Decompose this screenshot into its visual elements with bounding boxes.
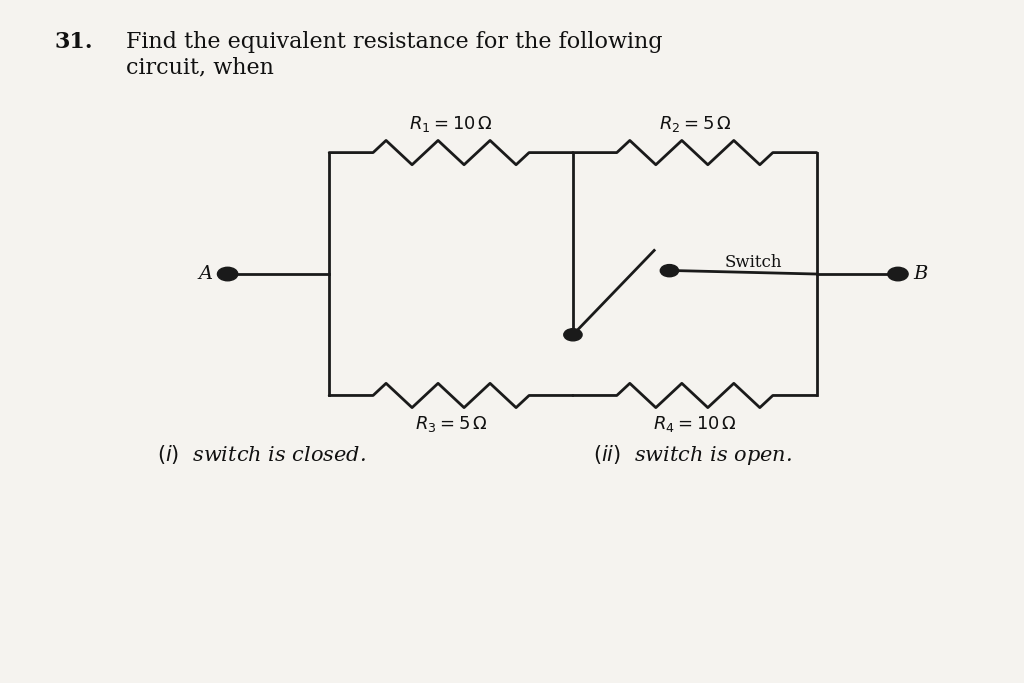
Text: $(ii)$  switch is open.: $(ii)$ switch is open. xyxy=(593,443,793,466)
Text: $R_2 = 5\,\Omega$: $R_2 = 5\,\Omega$ xyxy=(658,113,731,134)
Circle shape xyxy=(217,267,238,281)
Text: A: A xyxy=(199,265,212,283)
Text: $R_4 = 10\,\Omega$: $R_4 = 10\,\Omega$ xyxy=(653,415,737,434)
Circle shape xyxy=(564,329,582,341)
Circle shape xyxy=(888,267,908,281)
Text: B: B xyxy=(913,265,928,283)
Text: $(i)$  switch is closed.: $(i)$ switch is closed. xyxy=(157,443,366,466)
Text: Find the equivalent resistance for the following
circuit, when: Find the equivalent resistance for the f… xyxy=(126,31,663,79)
Text: $R_1 = 10\,\Omega$: $R_1 = 10\,\Omega$ xyxy=(409,113,493,134)
Text: Switch: Switch xyxy=(724,253,782,270)
Text: $R_3 = 5\,\Omega$: $R_3 = 5\,\Omega$ xyxy=(415,415,487,434)
Circle shape xyxy=(660,264,679,277)
Text: 31.: 31. xyxy=(55,31,93,53)
